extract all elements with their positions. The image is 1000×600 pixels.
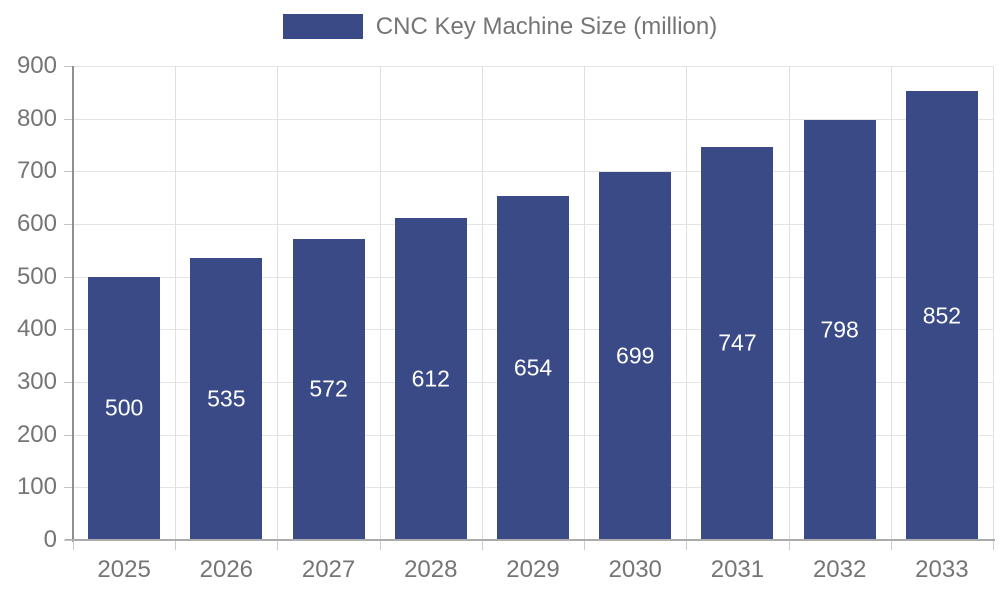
x-tick-label: 2027 (301, 556, 356, 583)
h-gridline (73, 171, 993, 173)
bar-2026[interactable]: 535 (190, 258, 263, 540)
x-tick-label: 2031 (710, 556, 765, 583)
h-gridline (73, 118, 993, 120)
bar-2027[interactable]: 572 (292, 238, 365, 540)
v-gridline (788, 66, 790, 540)
y-tick-mark (64, 382, 72, 383)
x-tick-mark (788, 541, 790, 550)
bar-2033[interactable]: 852 (905, 91, 978, 540)
bar-value-label: 798 (820, 316, 859, 343)
x-tick-label: 2033 (915, 556, 969, 583)
x-tick-label: 2029 (506, 556, 560, 583)
x-tick-mark (379, 541, 381, 550)
y-tick-label: 700 (16, 157, 57, 185)
bar-value-label: 699 (616, 342, 655, 369)
y-tick-label: 900 (16, 52, 57, 79)
v-gridline (379, 66, 381, 540)
y-tick-mark (64, 276, 72, 278)
y-tick-mark (64, 540, 72, 541)
y-tick-label: 800 (16, 104, 57, 132)
x-tick-label: 2028 (404, 556, 458, 583)
bar-value-label: 852 (922, 302, 962, 329)
bar-value-label: 747 (718, 329, 757, 356)
bar-value-label: 572 (309, 375, 348, 402)
y-tick-mark (64, 329, 72, 331)
y-tick-label: 300 (16, 368, 57, 395)
y-tick-label: 500 (16, 262, 57, 290)
bar-value-label: 535 (207, 385, 246, 412)
legend-item[interactable]: CNC Key Machine Size (million) (0, 14, 1000, 39)
x-tick-mark (993, 541, 994, 550)
y-tick-mark (64, 434, 72, 436)
x-tick-label: 2030 (608, 556, 662, 583)
bar-2030[interactable]: 699 (599, 171, 672, 540)
y-tick-mark (64, 224, 72, 225)
y-tick-label: 600 (16, 210, 57, 237)
v-gridline (584, 66, 586, 540)
v-gridline (481, 66, 483, 540)
bar-value-label: 654 (513, 354, 553, 381)
y-tick-label: 0 (43, 526, 57, 553)
h-gridline (73, 66, 993, 67)
v-gridline (277, 66, 279, 540)
v-gridline (993, 66, 994, 540)
y-tick-mark (64, 487, 72, 489)
v-gridline (890, 66, 892, 540)
x-tick-mark (175, 541, 177, 550)
bar-2031[interactable]: 747 (701, 146, 774, 540)
x-tick-mark (481, 541, 483, 550)
legend-label: CNC Key Machine Size (million) (375, 13, 718, 40)
y-tick-label: 100 (16, 473, 57, 501)
bar-2032[interactable]: 798 (803, 119, 876, 540)
legend-swatch (282, 14, 363, 39)
x-tick-label: 2032 (812, 556, 867, 583)
x-tick-label: 2025 (97, 556, 151, 583)
x-axis-line (65, 539, 995, 541)
y-tick-mark (64, 171, 72, 173)
bar-value-label: 500 (104, 394, 144, 421)
bar-2028[interactable]: 612 (394, 217, 467, 540)
bar-2025[interactable]: 500 (88, 276, 161, 540)
y-tick-mark (64, 118, 72, 120)
x-tick-mark (584, 541, 586, 550)
v-gridline (686, 66, 688, 540)
x-tick-mark (686, 541, 688, 550)
y-axis-line (72, 66, 74, 542)
x-tick-mark (73, 541, 74, 550)
v-gridline (175, 66, 177, 540)
y-tick-mark (64, 66, 72, 67)
plot-area: 500 535 572 612 654 699 747 798 852 (73, 66, 994, 540)
x-tick-label: 2026 (199, 556, 254, 583)
x-tick-mark (277, 541, 279, 550)
y-tick-label: 400 (16, 315, 57, 343)
bar-2029[interactable]: 654 (497, 195, 569, 540)
x-tick-mark (890, 541, 892, 550)
y-tick-label: 200 (16, 420, 57, 448)
bar-value-label: 612 (411, 365, 450, 392)
